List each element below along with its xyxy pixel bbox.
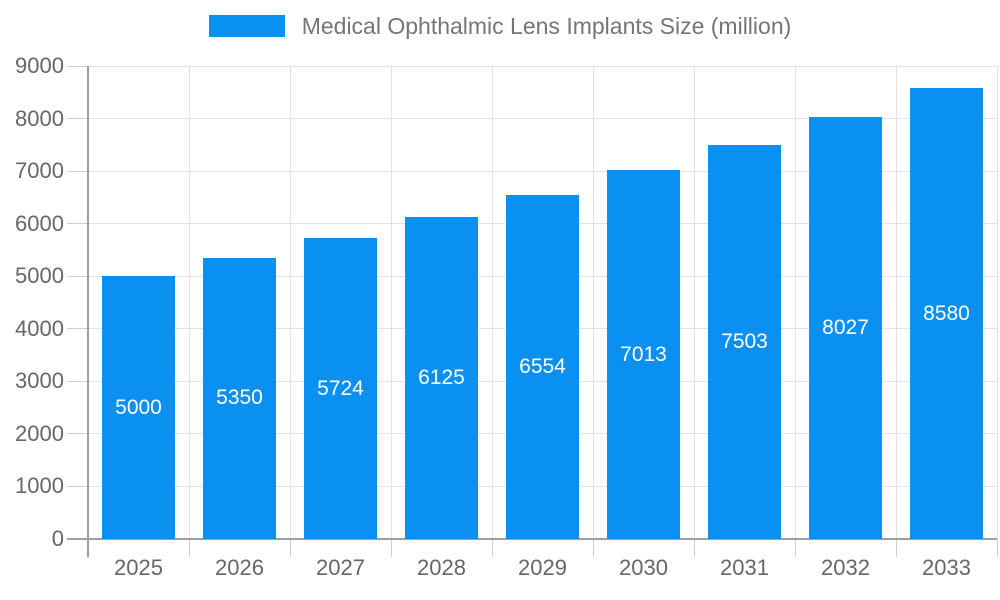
bar-value-label: 8027 xyxy=(822,316,869,340)
y-tick-label: 1000 xyxy=(15,473,64,499)
y-axis-tick xyxy=(67,118,87,120)
bar-2029[interactable] xyxy=(506,194,579,539)
y-axis-line xyxy=(87,66,89,557)
gridline-vertical xyxy=(289,66,291,539)
y-tick-label: 3000 xyxy=(15,368,64,394)
y-axis-tick xyxy=(67,65,87,67)
gridline-horizontal xyxy=(88,65,997,67)
legend-swatch[interactable] xyxy=(208,15,285,37)
y-axis-tick xyxy=(67,485,87,487)
y-tick-label: 9000 xyxy=(15,53,64,78)
bar-value-label: 5724 xyxy=(317,376,364,400)
y-tick-label: 7000 xyxy=(15,158,64,184)
y-tick-label: 5000 xyxy=(15,263,64,289)
plot-area: 0 1000 2000 3000 4000 5000 6000 7000 8000 9000 500… xyxy=(15,53,998,580)
x-axis-tick xyxy=(895,539,897,557)
bar-value-label: 6554 xyxy=(519,354,566,378)
bar-value-label: 7503 xyxy=(721,329,768,353)
gridline-vertical xyxy=(895,66,897,539)
y-axis-tick xyxy=(67,380,87,382)
gridline-vertical xyxy=(693,66,695,539)
x-tick-label-2030: 2030 xyxy=(619,555,668,580)
bar-2031[interactable] xyxy=(708,144,781,539)
bar-value-label: 6125 xyxy=(418,366,465,390)
y-axis-tick xyxy=(67,328,87,330)
gridline-horizontal xyxy=(88,118,997,120)
legend-label: Medical Ophthalmic Lens Implants Size (m… xyxy=(301,13,792,39)
x-tick-label-2032: 2032 xyxy=(821,555,870,580)
x-tick-label-2028: 2028 xyxy=(417,555,466,580)
x-axis-tick xyxy=(693,539,695,557)
x-tick-label-2025: 2025 xyxy=(114,555,163,580)
bar-value-label: 5350 xyxy=(216,386,263,410)
bar-2033[interactable] xyxy=(910,88,983,539)
y-tick-label: 4000 xyxy=(15,315,64,341)
x-axis-tick xyxy=(996,539,998,557)
bar-value-label: 8580 xyxy=(923,301,970,325)
bar-value-label: 5000 xyxy=(115,395,162,419)
y-tick-label: 2000 xyxy=(15,420,64,446)
x-tick-label-2026: 2026 xyxy=(215,555,264,580)
x-tick-label-2029: 2029 xyxy=(518,555,567,580)
gridline-vertical xyxy=(390,66,392,539)
y-axis-tick xyxy=(67,433,87,435)
bar-2026[interactable] xyxy=(203,257,276,539)
bar-2027[interactable] xyxy=(304,238,377,539)
gridline-horizontal xyxy=(88,170,997,172)
bar-2032[interactable] xyxy=(809,117,882,539)
gridline-vertical xyxy=(188,66,190,539)
bar-2030[interactable] xyxy=(607,170,680,539)
gridline-vertical xyxy=(491,66,493,539)
x-axis-tick xyxy=(188,539,190,557)
x-axis-tick xyxy=(491,539,493,557)
bar-value-label: 7013 xyxy=(620,342,667,366)
y-tick-label: 8000 xyxy=(15,105,64,131)
y-axis-tick xyxy=(67,170,87,172)
chart-legend[interactable]: Medical Ophthalmic Lens Implants Size (m… xyxy=(0,13,1000,39)
bar-2028[interactable] xyxy=(405,217,478,539)
x-axis-tick xyxy=(289,539,291,557)
x-tick-label-2031: 2031 xyxy=(720,555,769,580)
y-tick-label: 0 xyxy=(51,526,64,551)
x-tick-label-2033: 2033 xyxy=(922,555,971,580)
gridline-vertical xyxy=(996,66,998,539)
y-axis-tick xyxy=(67,275,87,277)
gridline-vertical xyxy=(592,66,594,539)
y-tick-label: 6000 xyxy=(15,210,64,236)
x-axis-tick xyxy=(592,539,594,557)
x-axis-tick xyxy=(390,539,392,557)
gridline-vertical xyxy=(794,66,796,539)
x-axis-tick xyxy=(794,539,796,557)
x-axis-line xyxy=(67,538,997,540)
bar-2025[interactable] xyxy=(102,276,175,539)
y-axis-tick xyxy=(67,223,87,225)
x-tick-label-2027: 2027 xyxy=(316,555,365,580)
